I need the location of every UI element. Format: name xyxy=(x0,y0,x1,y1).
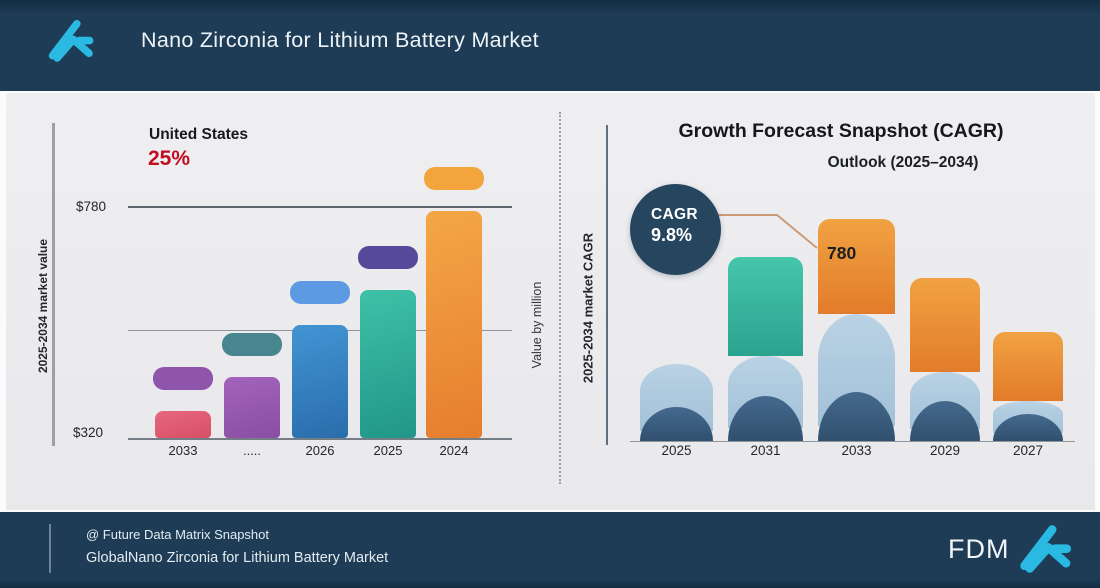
cagr-badge-text: CAGR 9.8% xyxy=(651,205,698,247)
stacked-bar-top-2029 xyxy=(910,278,980,372)
bar-..... xyxy=(224,376,280,438)
page-title: Nano Zirconia for Lithium Battery Market xyxy=(141,28,539,52)
right-chart-x-axis-line xyxy=(630,441,1075,443)
middle-value-axis-label: Value by million xyxy=(530,281,544,369)
bar-2025 xyxy=(360,290,416,438)
left-chart-xtick: 2025 xyxy=(373,443,403,458)
left-chart-x-axis-line xyxy=(128,438,512,440)
right-chart-subtitle: Outlook (2025–2034) xyxy=(827,154,979,171)
right-chart-xtick: 2025 xyxy=(661,443,692,458)
bar-cap-2025 xyxy=(358,246,418,270)
bar-cap-..... xyxy=(222,332,282,356)
cagr-badge-label: CAGR xyxy=(651,206,698,223)
right-chart-title: Growth Forecast Snapshot (CAGR) xyxy=(678,120,1004,142)
footer-brand: FDM xyxy=(948,534,1010,564)
left-chart-xtick: 2024 xyxy=(439,443,469,458)
footer-bar: @ Future Data Matrix Snapshot GlobalNano… xyxy=(0,512,1100,588)
stacked-bar-top-2033 xyxy=(818,219,895,314)
footer-attribution: @ Future Data Matrix Snapshot xyxy=(86,527,269,542)
bar-cap-2026 xyxy=(290,280,350,304)
left-chart-ytick-320: $320 xyxy=(72,425,103,440)
stacked-bar-top-2027 xyxy=(993,332,1063,401)
right-chart-xtick: 2031 xyxy=(750,443,781,458)
left-chart-title: United States xyxy=(149,126,249,143)
stacked-bar-top-2031 xyxy=(728,257,803,356)
right-chart-xtick: 2029 xyxy=(929,443,961,458)
left-chart-xtick: 2033 xyxy=(168,443,198,458)
footer-divider-line xyxy=(49,524,51,573)
right-chart-y-axis-line xyxy=(606,125,608,445)
left-chart-highlight-value: 25% xyxy=(148,147,191,170)
header-bar: Nano Zirconia for Lithium Battery Market xyxy=(0,0,1100,92)
bar-cap-2024 xyxy=(424,167,484,191)
right-chart-xtick: 2027 xyxy=(1012,443,1044,458)
left-chart-xtick: ..... xyxy=(242,443,262,458)
bar-cap-2033 xyxy=(153,367,213,391)
bar-2033 xyxy=(155,411,211,438)
right-chart-xtick: 2033 xyxy=(841,443,872,458)
cagr-badge: CAGR 9.8% xyxy=(630,184,721,275)
bar-2026 xyxy=(292,324,348,438)
fdm-logo-icon xyxy=(38,11,96,69)
cagr-badge-value: 9.8% xyxy=(651,225,693,246)
footer-subtitle: GlobalNano Zirconia for Lithium Battery … xyxy=(86,550,389,566)
left-chart-gridline-780 xyxy=(128,206,512,208)
left-chart-xtick: 2026 xyxy=(305,443,335,458)
fdm-logo-icon xyxy=(1008,515,1074,581)
bar-value-annotation: 780 xyxy=(827,243,857,263)
bar-2024 xyxy=(426,211,482,438)
left-chart-y-axis-line xyxy=(52,123,55,446)
left-chart-y-axis-label: 2025-2034 market value xyxy=(36,238,50,374)
panel-divider-line xyxy=(559,112,561,484)
left-chart-ytick-780: $780 xyxy=(75,199,106,214)
right-chart-y-axis-label: 2025-2034 market CAGR xyxy=(580,232,596,384)
